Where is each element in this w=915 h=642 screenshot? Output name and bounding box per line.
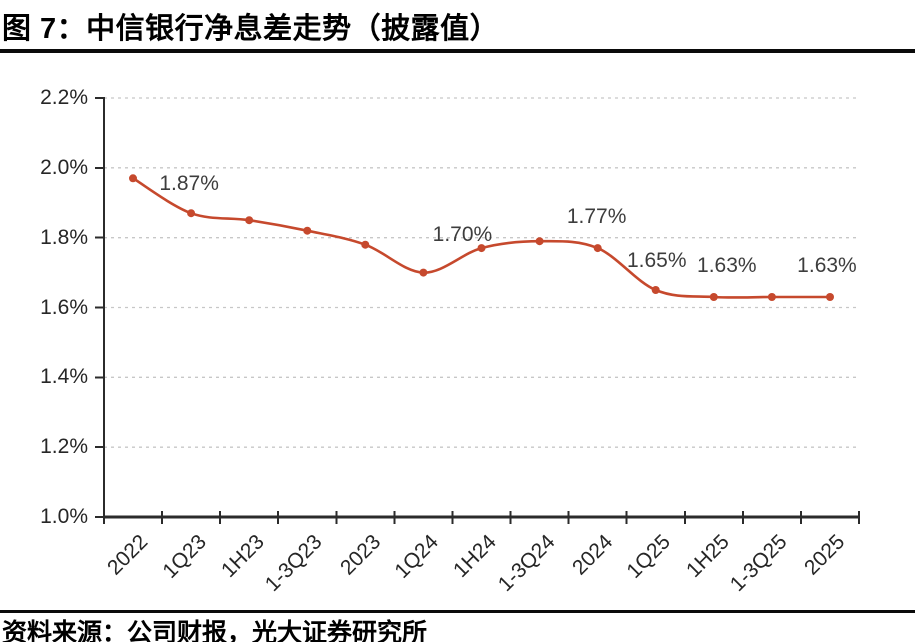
data-point-marker [187,209,196,218]
data-point-marker [709,293,718,301]
data-point-marker [303,226,312,235]
data-label: 1.63% [697,254,757,278]
data-point-marker [651,286,660,294]
data-label: 1.65% [626,249,687,273]
title-divider [0,49,915,53]
y-axis-label: 1.2% [40,435,88,459]
y-axis-label: 2.2% [40,86,88,109]
data-point-marker [593,244,602,253]
data-point-marker [419,268,428,277]
data-point-marker [361,240,370,249]
y-axis-label: 2.0% [40,155,88,179]
figure-title: 图 7：中信银行净息差走势（披露值） [2,13,500,45]
data-label: 1.63% [797,254,857,278]
data-point-marker [129,174,137,183]
y-axis-label: 1.8% [40,225,88,249]
data-label: 1.70% [432,222,493,246]
data-point-marker [826,293,834,301]
y-axis-label: 1.0% [40,505,88,528]
data-point-marker [477,244,486,253]
source-note: 资料来源：公司财报，光大证券研究所 [2,619,428,642]
y-axis-label: 1.6% [40,295,88,319]
data-point-marker [245,216,254,225]
data-point-marker [535,237,544,246]
y-axis-label: 1.4% [40,365,88,389]
data-point-marker [767,293,776,301]
data-label: 1.87% [159,172,219,196]
data-label: 1.77% [566,205,627,229]
footer-divider [0,610,915,613]
